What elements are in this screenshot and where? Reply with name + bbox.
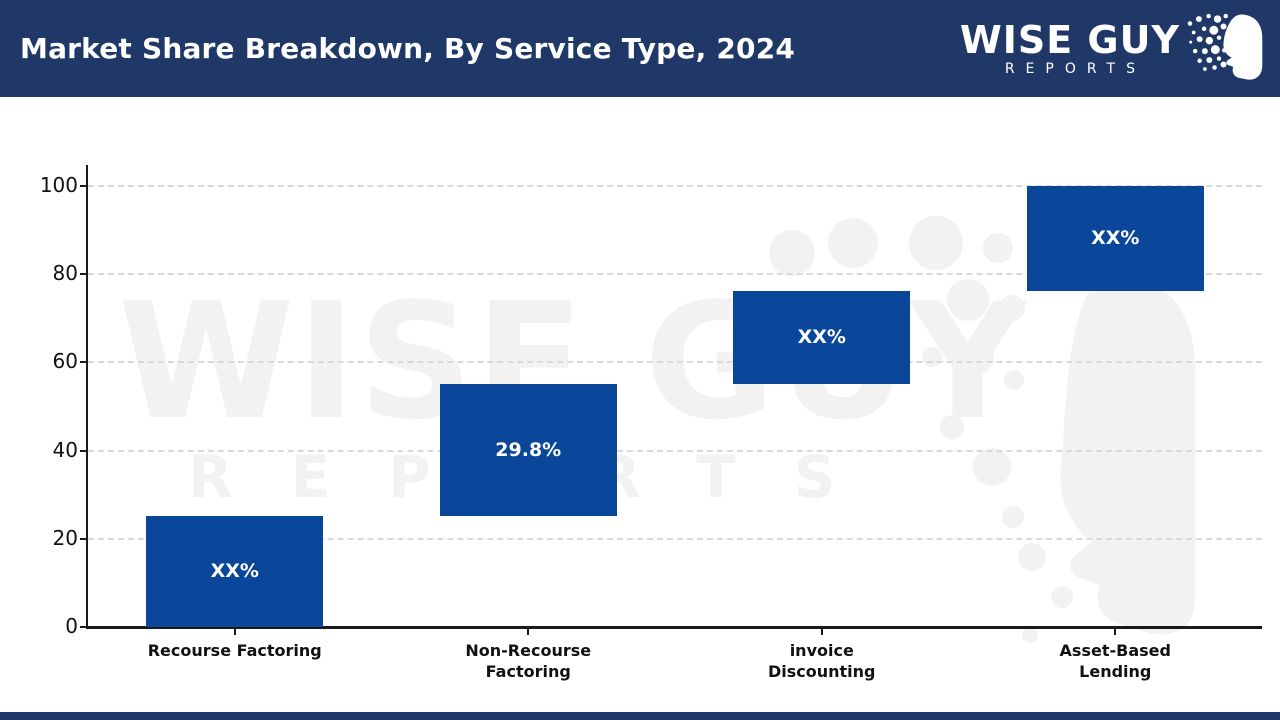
y-axis-tick-label: 40: [52, 437, 78, 462]
bar-value-label: XX%: [797, 326, 846, 349]
bar-value-label: 29.8%: [495, 439, 562, 462]
bar-value-label: XX%: [210, 560, 259, 583]
gridline-80: [88, 273, 1262, 276]
y-axis-tick-mark: [80, 537, 88, 540]
y-axis-tick-mark: [80, 449, 88, 452]
bar-recourse-factoring: XX%: [146, 515, 324, 627]
x-axis-tick-mark: [1114, 629, 1117, 635]
dotted-face-logo-icon: [1184, 8, 1266, 90]
x-axis-category-label: Asset-Based Lending: [1059, 641, 1171, 681]
x-axis-category-label: Non-Recourse Factoring: [465, 641, 592, 681]
brand-name: WISE GUY: [959, 18, 1180, 62]
y-axis-tick-mark: [80, 273, 88, 276]
y-axis-tick-label: 0: [65, 614, 78, 638]
y-axis-tick-label: 20: [52, 525, 78, 550]
gridline-40: [88, 449, 1262, 452]
y-axis-line: [86, 165, 88, 629]
bar-non-recourse-factoring: 29.8%: [439, 384, 617, 516]
x-axis-category-label: Recourse Factoring: [147, 641, 322, 660]
y-axis-tick-mark: [80, 185, 88, 187]
x-axis-line: [86, 626, 1262, 629]
brand-logo: WISE GUY REPORTS: [960, 8, 1280, 90]
brand-subtitle: REPORTS: [1004, 61, 1146, 77]
header-bar: Market Share Breakdown, By Service Type,…: [0, 0, 1280, 97]
page-title: Market Share Breakdown, By Service Type,…: [20, 32, 796, 65]
gridline-60: [88, 361, 1262, 364]
bar-asset-based-lending: XX%: [1026, 186, 1204, 291]
footer-bar: [0, 712, 1280, 720]
brand-logo-text: WISE GUY REPORTS: [960, 21, 1180, 76]
gridline-20: [88, 537, 1262, 540]
y-axis-tick-label: 100: [39, 173, 78, 197]
y-axis-tick-label: 60: [52, 349, 78, 374]
y-axis-tick-label: 80: [52, 261, 78, 286]
y-axis-tick-mark: [80, 626, 88, 628]
x-axis-tick-mark: [233, 629, 236, 635]
bar-invoice-discounting: XX%: [733, 290, 911, 385]
x-axis-tick-mark: [527, 629, 530, 635]
gridline-100: [88, 185, 1262, 187]
bar-value-label: XX%: [1091, 227, 1140, 250]
x-axis-category-label: invoice Discounting: [767, 641, 876, 681]
y-axis-tick-mark: [80, 361, 88, 364]
x-axis-tick-mark: [820, 629, 823, 635]
